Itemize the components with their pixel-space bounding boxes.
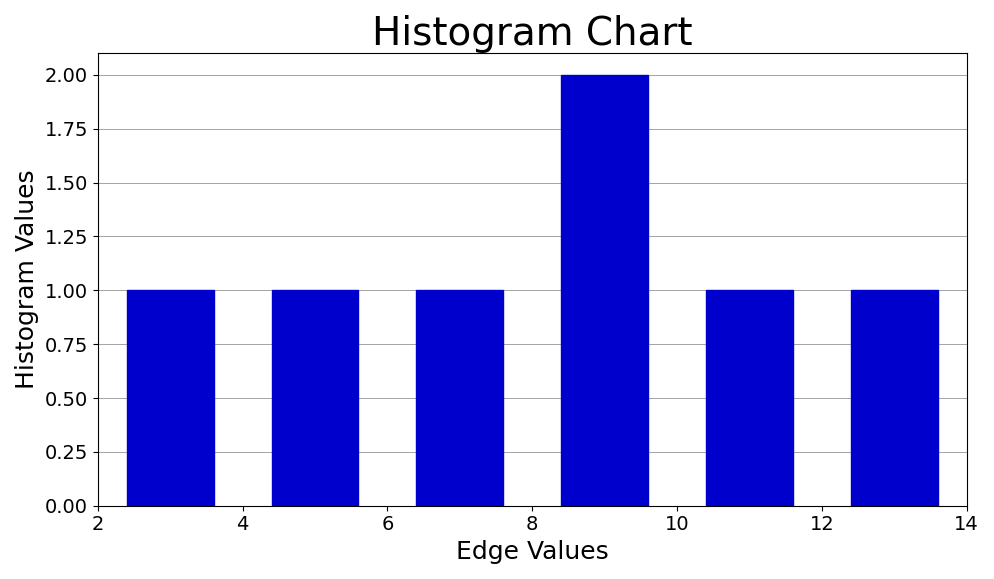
- X-axis label: Edge Values: Edge Values: [456, 540, 608, 564]
- Bar: [271, 290, 359, 505]
- Bar: [416, 290, 503, 505]
- Bar: [562, 75, 648, 505]
- Bar: [706, 290, 793, 505]
- Bar: [851, 290, 937, 505]
- Y-axis label: Histogram Values: Histogram Values: [15, 170, 39, 389]
- Bar: [127, 290, 214, 505]
- Title: Histogram Chart: Histogram Chart: [372, 15, 693, 53]
